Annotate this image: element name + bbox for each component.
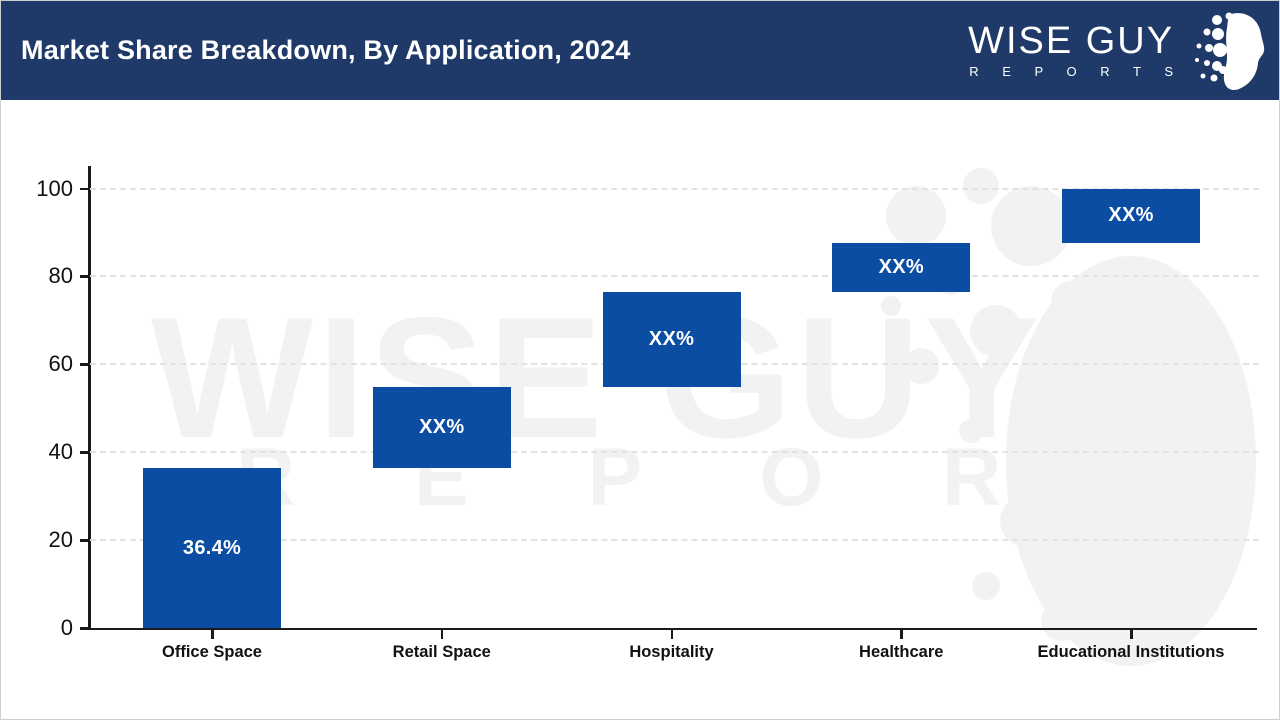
x-tick: [670, 630, 673, 639]
x-tick-label: Retail Space: [392, 643, 491, 661]
bar-value-label: XX%: [419, 416, 465, 439]
y-tick-label: 80: [48, 263, 73, 289]
x-tick-label: Hospitality: [629, 643, 714, 661]
brand-wordmark: WISE GUY R E P O R T S: [959, 21, 1183, 81]
brand-subname: R E P O R T S: [969, 64, 1183, 79]
bar-hospitality: XX%: [602, 292, 741, 388]
bar-value-label: XX%: [1108, 204, 1154, 227]
bar-educational-institutions: XX%: [1062, 188, 1200, 243]
y-tick-label: 0: [60, 615, 73, 640]
gridline: [90, 539, 1259, 542]
y-tick-label: 20: [48, 527, 73, 553]
y-tick-label: 40: [48, 439, 73, 465]
y-tick: [80, 539, 90, 542]
bar-value-label: XX%: [878, 256, 924, 279]
x-tick: [1130, 630, 1133, 639]
header-bar: Market Share Breakdown, By Application, …: [1, 1, 1279, 100]
bar-retail-space: XX%: [372, 387, 511, 468]
x-tick-label: Educational Institutions: [1037, 643, 1225, 661]
y-axis-line: [88, 166, 91, 630]
bar-value-label: 36.4%: [182, 536, 242, 559]
brand-logo: WISE GUY R E P O R T S: [959, 7, 1265, 95]
y-tick: [80, 451, 90, 454]
x-tick: [440, 630, 444, 639]
x-tick-label: Office Space: [162, 643, 262, 661]
y-tick: [80, 627, 90, 630]
chart-title: Market Share Breakdown, By Application, …: [21, 35, 631, 65]
bar-office-space: 36.4%: [143, 468, 281, 628]
gridline: [90, 451, 1259, 454]
x-tick-label: Healthcare: [859, 643, 944, 661]
bar-healthcare: XX%: [832, 242, 971, 293]
y-tick: [80, 275, 90, 278]
y-tick-label: 60: [48, 351, 73, 377]
y-tick: [80, 363, 90, 366]
y-tick-label: 100: [36, 175, 73, 201]
bar-value-label: XX%: [648, 328, 695, 351]
x-tick: [900, 630, 903, 639]
y-tick: [80, 187, 90, 190]
gridline: [90, 187, 1259, 190]
x-axis-line: [85, 627, 1257, 630]
brand-name: WISE GUY: [968, 20, 1175, 62]
gridline: [90, 275, 1259, 278]
x-tick: [211, 630, 214, 639]
brand-head-icon: [1195, 12, 1265, 90]
